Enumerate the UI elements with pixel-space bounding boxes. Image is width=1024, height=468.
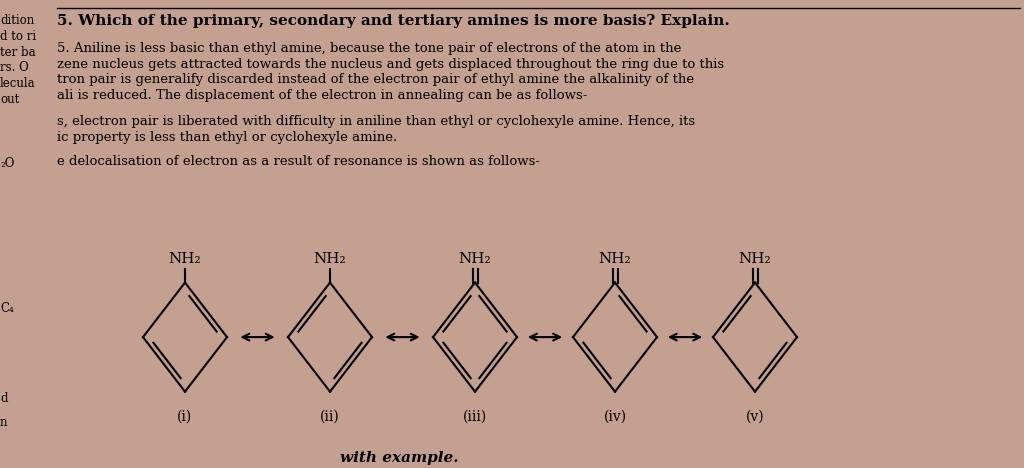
Text: ali is reduced. The displacement of the electron in annealing can be as follows-: ali is reduced. The displacement of the … [57, 89, 588, 102]
Text: ter ba: ter ba [0, 45, 36, 58]
Text: NH₂: NH₂ [169, 252, 202, 266]
Text: out: out [0, 93, 19, 106]
Text: dition: dition [0, 14, 34, 27]
Text: 5. Which of the primary, secondary and tertiary amines is more basis? Explain.: 5. Which of the primary, secondary and t… [57, 14, 730, 28]
Text: tron pair is generalify discarded instead of the electron pair of ethyl amine th: tron pair is generalify discarded instea… [57, 73, 694, 87]
Text: ₂O: ₂O [0, 157, 14, 170]
Text: (iv): (iv) [603, 410, 627, 424]
Text: zene nucleus gets attracted towards the nucleus and gets displaced throughout th: zene nucleus gets attracted towards the … [57, 58, 724, 71]
Text: NH₂: NH₂ [599, 252, 632, 266]
Text: (v): (v) [745, 410, 764, 424]
Text: with example.: with example. [340, 451, 459, 465]
Text: NH₂: NH₂ [459, 252, 492, 266]
Text: (iii): (iii) [463, 410, 487, 424]
Text: d: d [0, 392, 7, 405]
Text: n: n [0, 417, 7, 430]
Text: (ii): (ii) [321, 410, 340, 424]
Text: lecula: lecula [0, 77, 36, 90]
Text: C₄: C₄ [0, 302, 13, 315]
Text: NH₂: NH₂ [313, 252, 346, 266]
Text: 5. Aniline is less basic than ethyl amine, because the tone pair of electrons of: 5. Aniline is less basic than ethyl amin… [57, 42, 681, 55]
Text: d to ri: d to ri [0, 30, 36, 43]
Text: (i): (i) [177, 410, 193, 424]
Text: ic property is less than ethyl or cyclohexyle amine.: ic property is less than ethyl or cycloh… [57, 131, 397, 144]
Text: rs. O: rs. O [0, 61, 29, 74]
Text: NH₂: NH₂ [738, 252, 771, 266]
Text: e delocalisation of electron as a result of resonance is shown as follows-: e delocalisation of electron as a result… [57, 154, 540, 168]
Text: s, electron pair is liberated with difficulty in aniline than ethyl or cyclohexy: s, electron pair is liberated with diffi… [57, 115, 695, 128]
